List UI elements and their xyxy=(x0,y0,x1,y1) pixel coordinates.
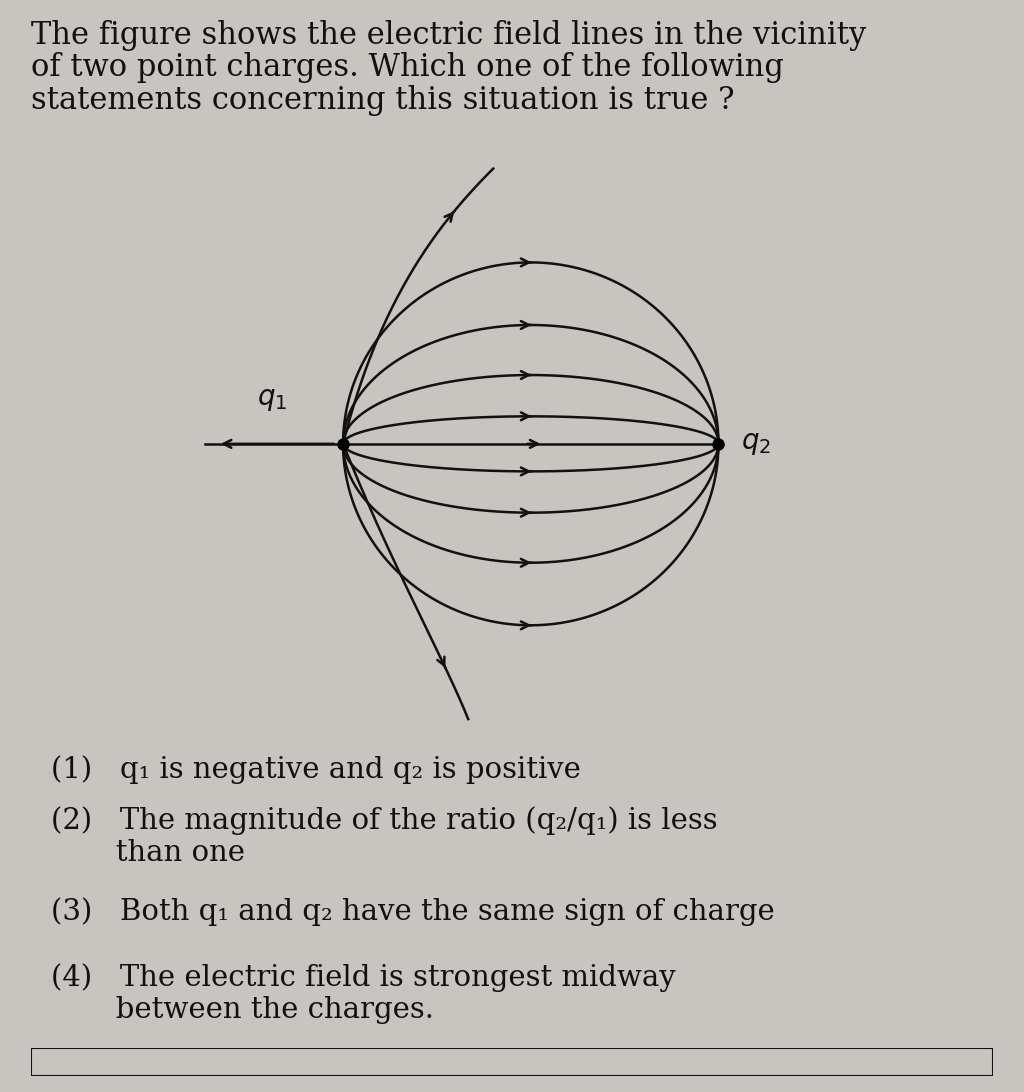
Text: (3)   Both q₁ and q₂ have the same sign of charge: (3) Both q₁ and q₂ have the same sign of… xyxy=(51,898,775,926)
Text: The figure shows the electric field lines in the vicinity: The figure shows the electric field line… xyxy=(31,20,866,50)
Text: of two point charges. Which one of the following: of two point charges. Which one of the f… xyxy=(31,52,783,83)
Text: (1)   q₁ is negative and q₂ is positive: (1) q₁ is negative and q₂ is positive xyxy=(51,756,581,784)
Text: (4)   The electric field is strongest midway: (4) The electric field is strongest midw… xyxy=(51,963,676,992)
Text: between the charges.: between the charges. xyxy=(51,996,434,1024)
Text: $q_2$: $q_2$ xyxy=(741,430,771,458)
Text: than one: than one xyxy=(51,839,245,867)
Text: (2)   The magnitude of the ratio (q₂/q₁) is less: (2) The magnitude of the ratio (q₂/q₁) i… xyxy=(51,806,718,834)
Text: statements concerning this situation is true ?: statements concerning this situation is … xyxy=(31,85,734,116)
Text: $q_1$: $q_1$ xyxy=(257,385,287,413)
